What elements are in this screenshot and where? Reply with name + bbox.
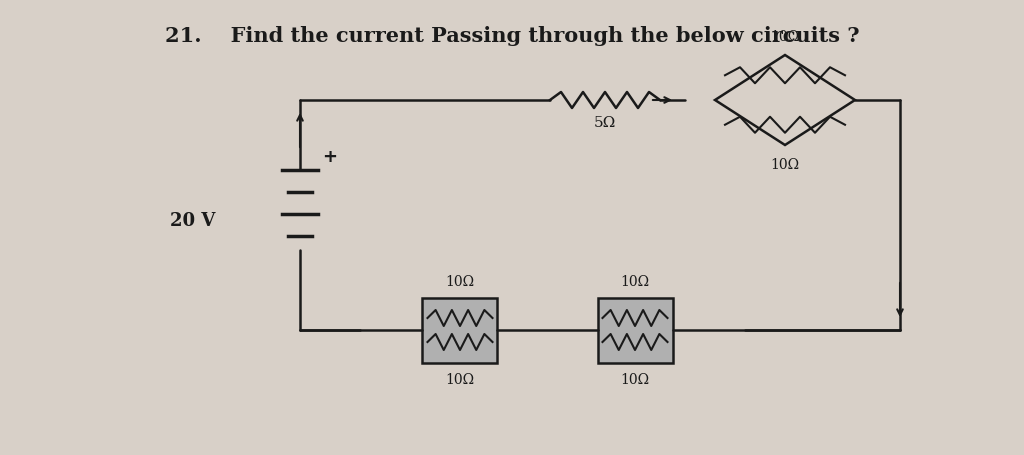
Text: 10Ω: 10Ω xyxy=(770,30,800,44)
Bar xyxy=(597,298,673,363)
Text: +: + xyxy=(322,148,337,166)
Text: 21.    Find the current Passing through the below circuits ?: 21. Find the current Passing through the… xyxy=(165,26,859,46)
Text: 10Ω: 10Ω xyxy=(621,373,649,387)
Text: 10Ω: 10Ω xyxy=(445,274,474,288)
Text: 10Ω: 10Ω xyxy=(621,274,649,288)
Text: 10Ω: 10Ω xyxy=(770,157,800,172)
Text: 10Ω: 10Ω xyxy=(445,373,474,387)
Bar xyxy=(423,298,498,363)
Text: 5Ω: 5Ω xyxy=(594,116,616,130)
Text: 20 V: 20 V xyxy=(170,212,215,229)
